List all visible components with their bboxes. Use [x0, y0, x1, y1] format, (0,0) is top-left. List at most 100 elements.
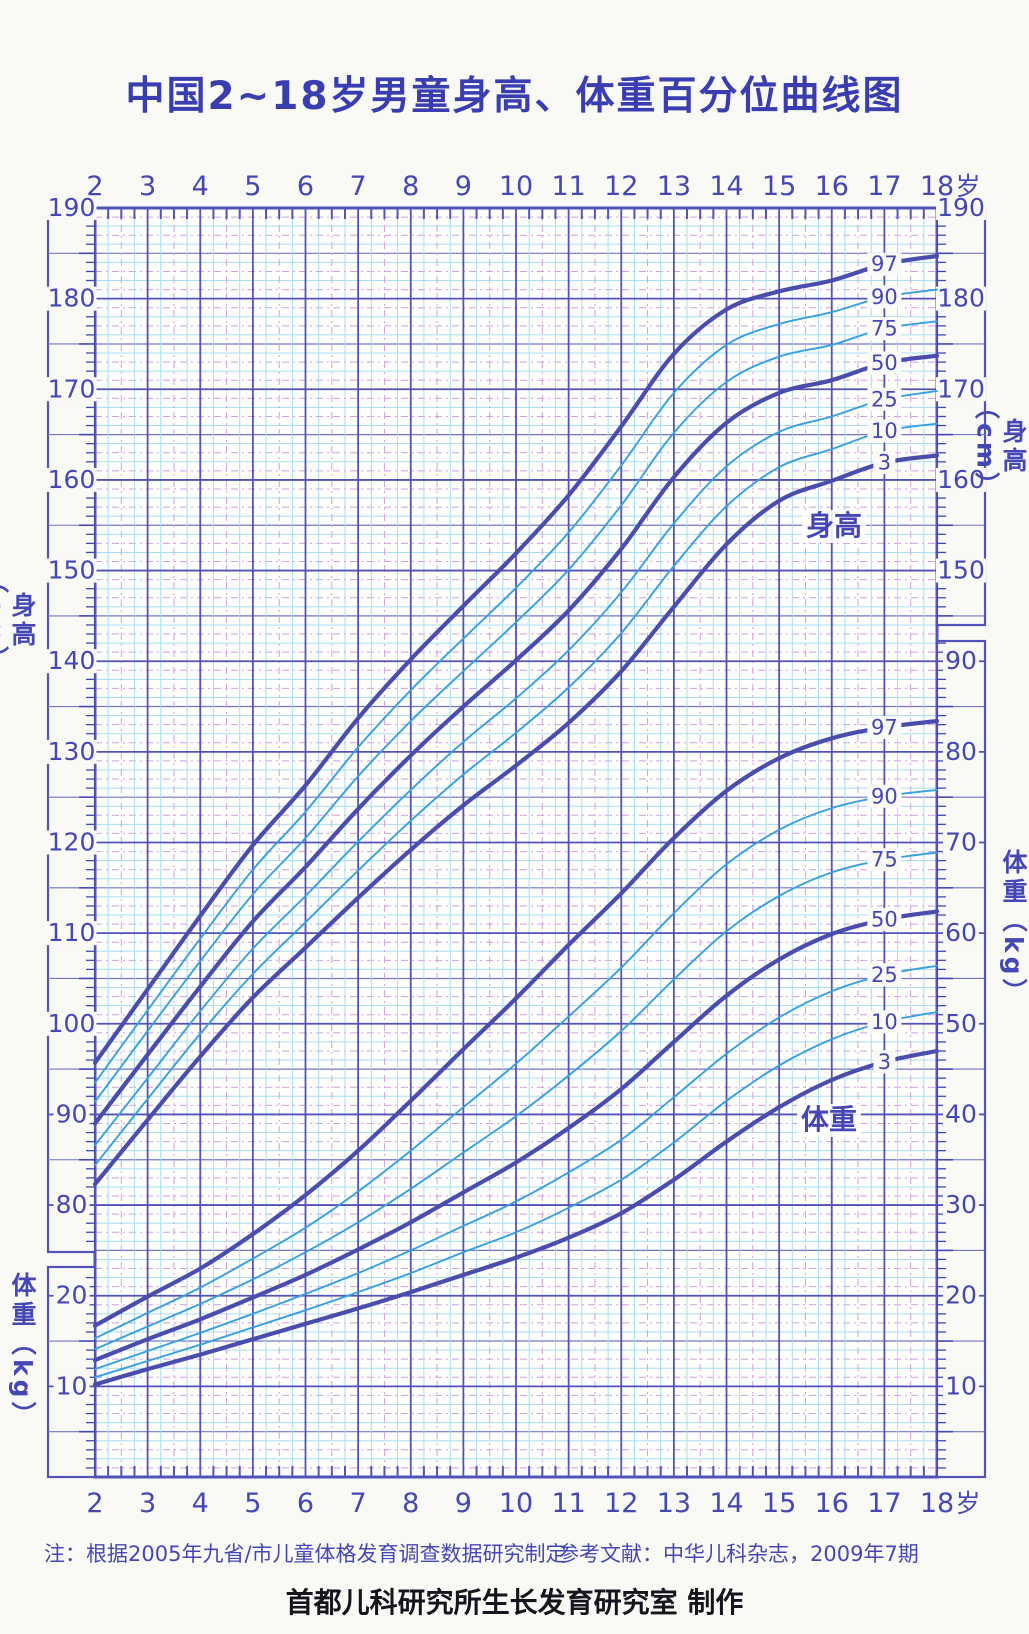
left-height-ruler-label: 100: [48, 1009, 96, 1038]
weight-curve-p97: [92, 718, 940, 1328]
left-height-ruler-label: 80: [56, 1190, 88, 1219]
right-height-ruler-label: 190: [937, 193, 985, 222]
left-weight-axis-title: 体重（kg）: [8, 1271, 37, 1431]
top-age-label: 4: [192, 171, 209, 202]
right-weight-ruler-label: 60: [945, 918, 977, 947]
bottom-age-unit-label: 岁: [955, 1489, 980, 1518]
height-percentile-label-chip: [867, 387, 902, 411]
right-height-ruler-label-chip: [936, 467, 986, 492]
left-weight-ruler-label: 10: [56, 1371, 88, 1400]
left-height-ruler-label: 170: [48, 374, 96, 403]
weight-percentile-label-chip: [873, 1050, 896, 1074]
height-percentile-label-chip: [867, 252, 902, 276]
top-age-label: 9: [455, 171, 472, 202]
left-height-ruler-label: 140: [48, 646, 96, 675]
height-curve-p75: [94, 320, 938, 1103]
top-age-label: 8: [402, 171, 419, 202]
top-age-label: 16: [815, 171, 849, 202]
top-age-label: 11: [551, 171, 585, 202]
bottom-age-label: 2: [86, 1488, 103, 1519]
height-curve-p90: [94, 288, 938, 1084]
top-age-label: 7: [350, 171, 367, 202]
right-weight-ruler-label-chip: [943, 649, 979, 674]
weight-percentile-label-chip: [867, 908, 902, 932]
right-height-ruler-label: 150: [937, 556, 985, 585]
height-curve-p50: [92, 353, 940, 1126]
height-curve-p97: [92, 253, 940, 1065]
height-percentile-label: 50: [871, 351, 898, 375]
source-note: 注：根据2005年九省/市儿童体格发育调查数据研究制定: [44, 1542, 567, 1566]
left-height-ruler-label-chip: [46, 830, 97, 855]
right-weight-ruler-label: 80: [945, 737, 977, 766]
weight-curve-p10: [94, 1011, 938, 1379]
bottom-age-label: 16: [815, 1488, 849, 1519]
height-curve-p3: [92, 453, 940, 1187]
bottom-age-label: 12: [604, 1488, 638, 1519]
weight-percentile-label: 97: [871, 715, 898, 739]
height-percentile-label: 75: [871, 317, 898, 341]
weight-percentile-label: 90: [871, 784, 898, 808]
right-weight-ruler-label-chip: [943, 739, 979, 764]
top-age-label: 12: [604, 171, 638, 202]
weight-curve-p25: [94, 964, 938, 1371]
left-height-ruler-label: 150: [48, 556, 96, 585]
top-age-label: 18: [920, 171, 954, 202]
height-percentile-label-chip: [867, 317, 902, 341]
height-curve-p25: [94, 390, 938, 1147]
top-age-label: 5: [244, 171, 261, 202]
height-percentile-label: 97: [871, 252, 898, 276]
weight-percentile-label: 10: [871, 1010, 898, 1034]
top-age-label: 3: [139, 171, 156, 202]
bottom-age-label: 3: [139, 1488, 156, 1519]
right-weight-ruler-label: 30: [945, 1190, 977, 1219]
bottom-age-label: 5: [244, 1488, 261, 1519]
bottom-age-label: 11: [551, 1488, 585, 1519]
left-height-ruler-label-chip: [46, 1011, 97, 1036]
right-weight-ruler-label-chip: [943, 1374, 979, 1399]
right-height-ruler-label-chip: [936, 558, 986, 583]
bottom-age-label: 15: [762, 1488, 796, 1519]
footer-credit: 首都儿科研究所生长发育研究室 制作: [285, 1586, 744, 1619]
left-height-ruler-label: 180: [48, 284, 96, 313]
left-height-ruler-label-chip: [46, 649, 97, 674]
right-height-ruler-label-chip: [936, 196, 986, 220]
bottom-age-label: 9: [455, 1488, 472, 1519]
right-weight-ruler-label: 40: [945, 1099, 977, 1128]
bottom-age-label: 6: [297, 1488, 314, 1519]
weight-percentile-label-chip: [867, 848, 902, 872]
right-weight-ruler-label-chip: [943, 1193, 979, 1218]
left-height-ruler-label-chip: [46, 377, 97, 402]
left-height-ruler-label: 130: [48, 737, 96, 766]
right-weight-ruler-box: [935, 639, 987, 1479]
bottom-age-label: 13: [657, 1488, 691, 1519]
weight-percentile-label: 50: [871, 908, 898, 932]
right-weight-ruler-label: 10: [945, 1371, 977, 1400]
right-weight-ruler-label-chip: [943, 1283, 979, 1308]
weight-curve-p50: [92, 909, 940, 1363]
height-percentile-label: 3: [878, 451, 891, 475]
right-weight-ruler-label-chip: [943, 830, 979, 855]
top-age-label: 17: [867, 171, 901, 202]
top-age-label: 14: [709, 171, 743, 202]
height-percentile-label-chip: [873, 451, 896, 475]
left-height-ruler-label-chip: [53, 1193, 90, 1218]
weight-curve-p75: [94, 851, 938, 1351]
right-height-ruler-label: 160: [937, 465, 985, 494]
height-percentile-label: 10: [871, 419, 898, 443]
height-percentile-label: 90: [871, 285, 898, 309]
top-age-label: 13: [657, 171, 691, 202]
right-weight-ruler-label: 50: [945, 1009, 977, 1038]
right-height-ruler-label-chip: [936, 377, 986, 402]
right-height-ruler-label: 180: [937, 284, 985, 313]
left-height-ruler-label: 160: [48, 465, 96, 494]
bottom-age-label: 17: [867, 1488, 901, 1519]
left-height-ruler-label-chip: [53, 1102, 90, 1127]
top-age-label: 2: [86, 171, 103, 202]
top-age-label: 6: [297, 171, 314, 202]
weight-curves-group-label: 体重: [797, 1104, 862, 1137]
top-age-label: 15: [762, 171, 796, 202]
left-height-ruler-box: [46, 206, 97, 1254]
right-weight-axis-title: 体重（kg）: [999, 848, 1028, 1008]
height-curve-p10: [94, 422, 938, 1167]
